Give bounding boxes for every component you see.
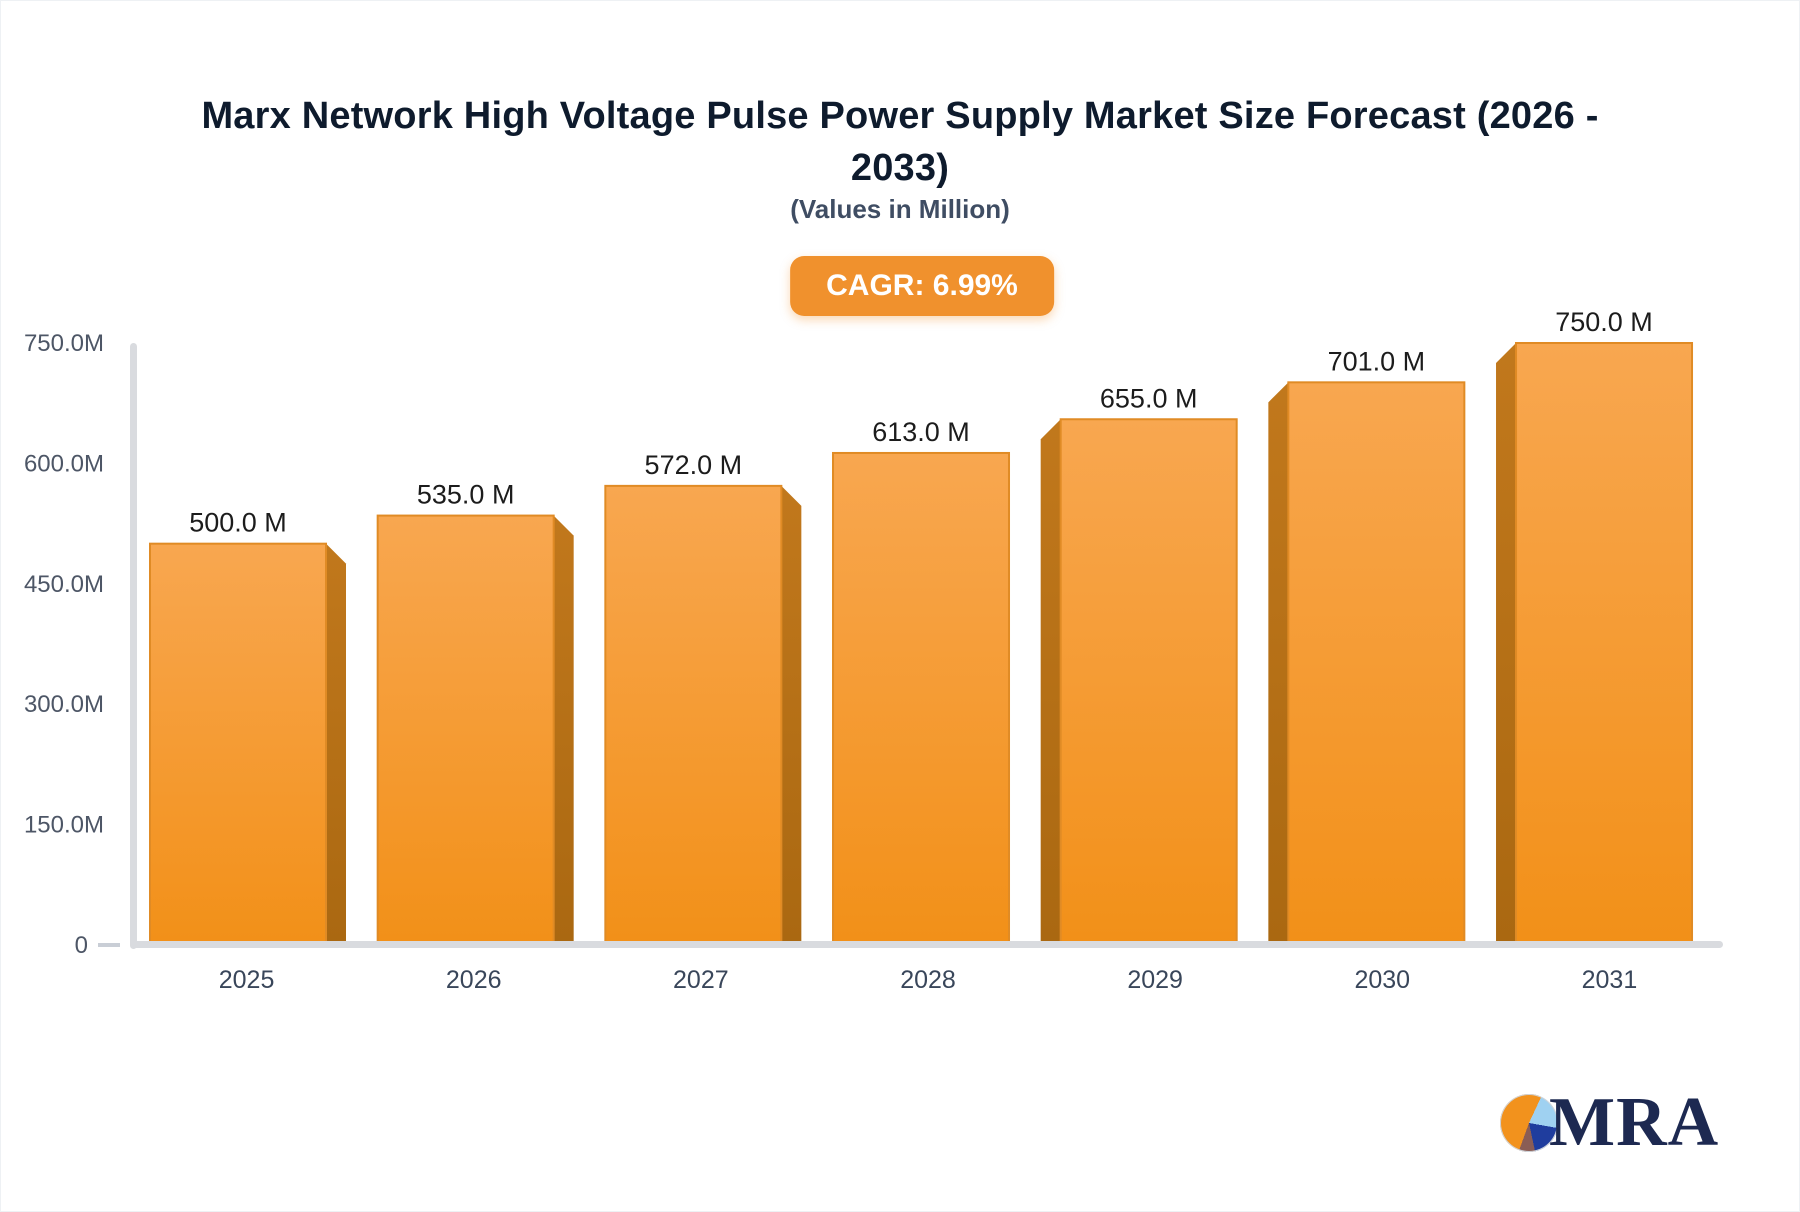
bar-value-label: 750.0 M xyxy=(1555,307,1653,337)
bar-2026[interactable] xyxy=(376,514,574,946)
y-axis-tick-label: 600.0M xyxy=(24,450,104,477)
bar-side-face xyxy=(553,515,574,945)
bar-face xyxy=(149,542,327,947)
y-axis-line xyxy=(130,343,137,949)
bar-side-face xyxy=(1040,419,1061,946)
bar-value-label: 701.0 M xyxy=(1328,346,1426,376)
y-axis-tick-label: 450.0M xyxy=(24,571,104,598)
chart-title-line2: 2033) xyxy=(850,147,950,190)
y-axis-tick-label: 300.0M xyxy=(24,691,104,718)
bar-face xyxy=(376,514,555,946)
bar-face xyxy=(1287,381,1466,946)
bar-face xyxy=(604,484,783,946)
bar-side-face xyxy=(326,543,346,945)
bar-side-face xyxy=(1268,382,1289,945)
x-axis-label: 2025 xyxy=(219,966,275,994)
chart-title: Marx Network High Voltage Pulse Power Su… xyxy=(0,90,1800,195)
brand-logo-text: MRA xyxy=(1549,1084,1720,1161)
bar-value-label: 655.0 M xyxy=(1100,383,1198,413)
chart-subtitle: (Values in Million) xyxy=(790,194,1010,224)
cagr-badge: CAGR: 6.99% xyxy=(790,256,1054,316)
bar-2030[interactable] xyxy=(1268,381,1466,946)
x-axis-line xyxy=(130,941,1723,948)
bar-value-label: 572.0 M xyxy=(645,450,743,480)
bar-face xyxy=(832,451,1011,946)
brand-logo: MRA xyxy=(1500,1088,1719,1158)
y-axis-tick-label: 750.0M xyxy=(24,330,104,357)
x-axis-label: 2029 xyxy=(1127,966,1183,994)
x-axis-label: 2031 xyxy=(1582,966,1638,994)
x-axis-label: 2026 xyxy=(446,966,502,994)
x-axis-label: 2028 xyxy=(900,966,956,994)
chart-title-line1: Marx Network High Voltage Pulse Power Su… xyxy=(201,95,1599,137)
pie-chart-icon xyxy=(1500,1094,1558,1152)
x-axis-label: 2027 xyxy=(673,966,729,994)
bar-face xyxy=(1059,418,1238,946)
bar-2025[interactable] xyxy=(149,542,346,947)
bar-face xyxy=(1515,342,1694,946)
bar-value-label: 535.0 M xyxy=(417,480,515,510)
y-axis-tick-label: 150.0M xyxy=(24,812,104,839)
bar-value-label: 500.0 M xyxy=(189,508,287,538)
bar-2031[interactable] xyxy=(1496,342,1694,946)
bar-2027[interactable] xyxy=(604,484,802,946)
x-axis-label: 2030 xyxy=(1354,966,1410,994)
bar-side-face xyxy=(781,485,802,945)
bar-2029[interactable] xyxy=(1040,418,1238,946)
bar-2028[interactable] xyxy=(832,451,1011,946)
y-axis-tick-label: 0 xyxy=(75,932,88,959)
bar-side-face xyxy=(1496,343,1517,945)
bar-value-label: 613.0 M xyxy=(872,417,970,447)
